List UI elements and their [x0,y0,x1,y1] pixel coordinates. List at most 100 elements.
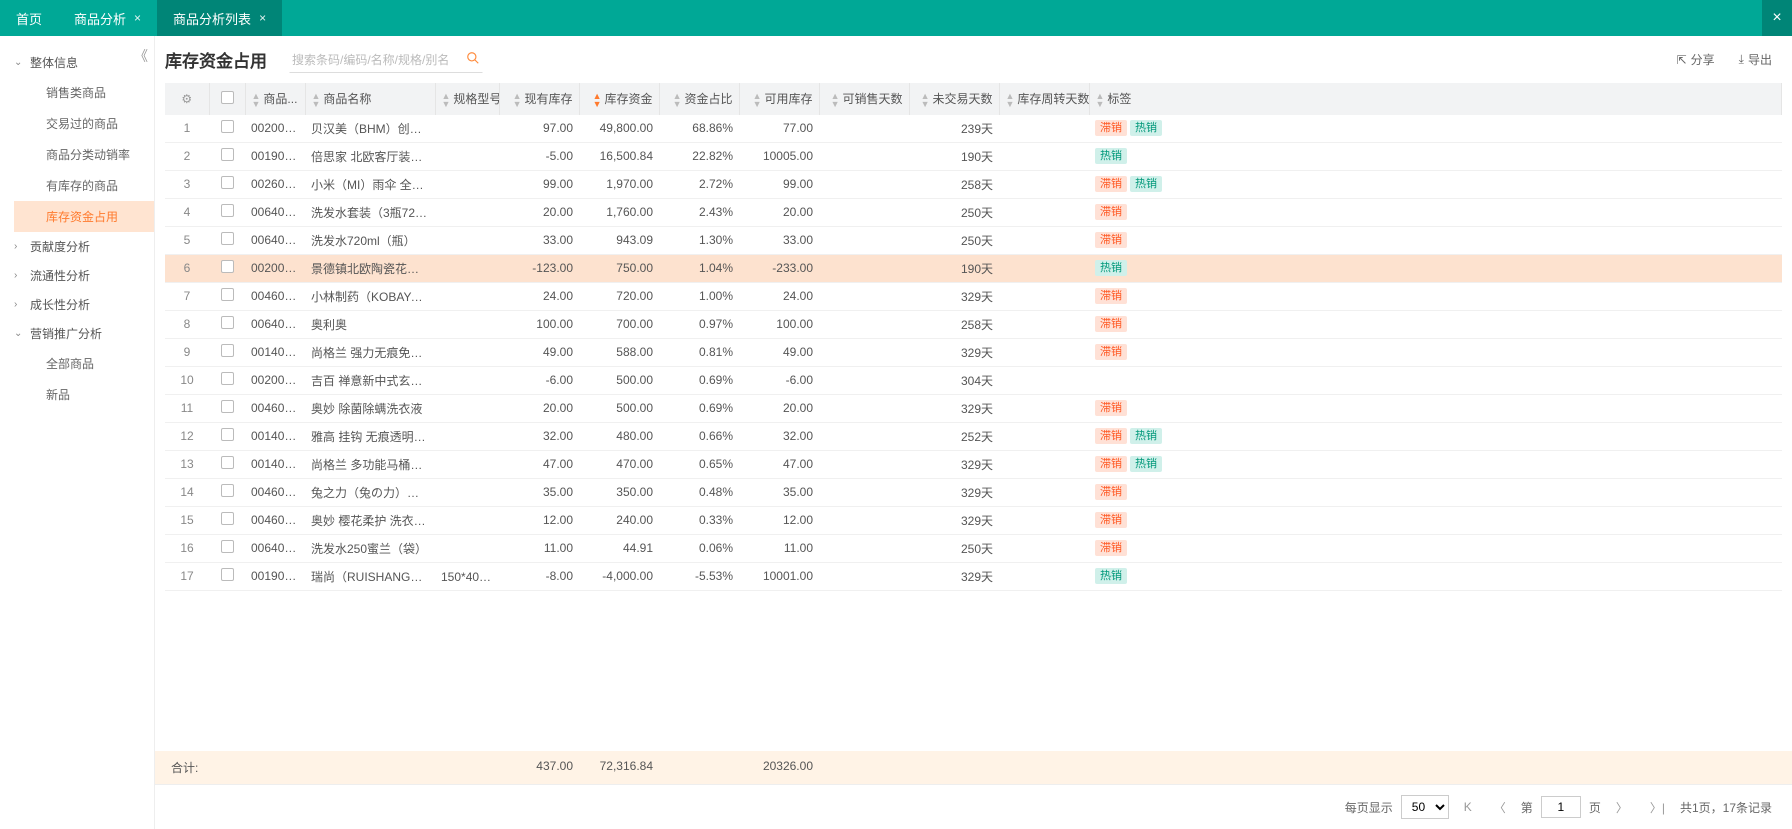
close-all-tabs-button[interactable]: × [1762,0,1792,36]
table-row[interactable]: 16006400...洗发水250蜜兰（袋）11.0044.910.06%11.… [165,534,1782,562]
nav-item-0-2[interactable]: 商品分类动销率 [14,139,154,170]
nav-item-0-3[interactable]: 有库存的商品 [14,170,154,201]
col-fund[interactable]: ▲▼库存资金 [579,83,659,115]
row-checkbox[interactable] [221,148,234,161]
cell-chk[interactable] [209,478,245,506]
nav-group-2[interactable]: ›流通性分析 [0,261,154,290]
cell-chk[interactable] [209,506,245,534]
col-idx: ⚙ [165,83,209,115]
col-notrade[interactable]: ▲▼未交易天数 [909,83,999,115]
tab-close-icon[interactable]: × [134,11,141,25]
col-tag[interactable]: ▲▼标签 [1089,83,1782,115]
row-checkbox[interactable] [221,428,234,441]
share-button[interactable]: ⇱ 分享 [1677,51,1715,68]
table-row[interactable]: 9001400...尚格兰 强力无痕免打孔浴室49.00588.000.81%4… [165,338,1782,366]
col-ratio[interactable]: ▲▼资金占比 [659,83,739,115]
nav-item-0-0[interactable]: 销售类商品 [14,77,154,108]
tab-close-icon[interactable]: × [259,11,266,25]
table-row[interactable]: 10002000...吉百 禅意新中式玄关摆件客-6.00500.000.69%… [165,366,1782,394]
cell-chk[interactable] [209,310,245,338]
cell-chk[interactable] [209,562,245,590]
cell-chk[interactable] [209,142,245,170]
table-row[interactable]: 17001900...瑞尚（RUISHANG）卧室150*40厘米-8.00-4… [165,562,1782,590]
page-input[interactable] [1541,796,1581,818]
gear-icon[interactable]: ⚙ [181,92,192,106]
cell-chk[interactable] [209,254,245,282]
table-row[interactable]: 15004600...奥妙 樱花柔护 洗衣凝珠 1012.00240.000.3… [165,506,1782,534]
row-checkbox[interactable] [221,316,234,329]
table-row[interactable]: 5006400...洗发水720ml（瓶）33.00943.091.30%33.… [165,226,1782,254]
nav-group-4[interactable]: ⌄营销推广分析 [0,319,154,348]
cell-chk[interactable] [209,422,245,450]
cell-chk[interactable] [209,394,245,422]
next-page-button[interactable]: 〉 [1609,796,1635,819]
table-row[interactable]: 7004600...小林制药（KOBAYASHI）E24.00720.001.0… [165,282,1782,310]
search-input[interactable] [292,53,462,67]
select-all-checkbox[interactable] [221,91,234,104]
col-spec[interactable]: ▲▼规格型号 [435,83,499,115]
table-row[interactable]: 2001900...倍思家 北欧客厅装饰画卧室-5.0016,500.8422.… [165,142,1782,170]
tab-0[interactable]: 首页 [0,0,58,36]
table-row[interactable]: 3002600...小米（MI）雨伞 全自动折99.001,970.002.72… [165,170,1782,198]
cell-code: 004600... [245,506,305,534]
col-stock[interactable]: ▲▼现有库存 [499,83,579,115]
table-row[interactable]: 6002000...景德镇北欧陶瓷花瓶摆件 仿-123.00750.001.04… [165,254,1782,282]
col-turn[interactable]: ▲▼库存周转天数 [999,83,1089,115]
table-row[interactable]: 1002000...贝汉美（BHM）创意北欧97.0049,800.0068.8… [165,115,1782,143]
col-saled[interactable]: ▲▼可销售天数 [819,83,909,115]
row-checkbox[interactable] [221,288,234,301]
cell-chk[interactable] [209,338,245,366]
per-page-select[interactable]: 50 [1401,795,1449,819]
nav-group-1[interactable]: ›贡献度分析 [0,232,154,261]
cell-chk[interactable] [209,450,245,478]
table-row[interactable]: 12001400...雅高 挂钩 无痕透明粘钩 强32.00480.000.66… [165,422,1782,450]
row-checkbox[interactable] [221,120,234,133]
tab-1[interactable]: 商品分析× [58,0,157,36]
table-row[interactable]: 14004600...兔之力（兔の力）粘毛器粘35.00350.000.48%3… [165,478,1782,506]
tag-slow: 滞销 [1095,484,1127,500]
row-checkbox[interactable] [221,232,234,245]
table-row[interactable]: 8006400...奥利奥100.00700.000.97%100.00258天… [165,310,1782,338]
cell-chk[interactable] [209,198,245,226]
cell-spec [435,506,499,534]
cell-chk[interactable] [209,226,245,254]
tab-2[interactable]: 商品分析列表× [157,0,282,36]
row-checkbox[interactable] [221,176,234,189]
row-checkbox[interactable] [221,260,234,273]
nav-group-0[interactable]: ⌄整体信息 [0,48,154,77]
nav-item-4-1[interactable]: 新品 [14,379,154,410]
row-checkbox[interactable] [221,568,234,581]
table-row[interactable]: 4006400...洗发水套装（3瓶720ml+120.001,760.002.… [165,198,1782,226]
row-checkbox[interactable] [221,344,234,357]
cell-spec [435,450,499,478]
cell-chk[interactable] [209,366,245,394]
collapse-sidebar-button[interactable]: 《 [134,46,150,62]
row-checkbox[interactable] [221,400,234,413]
row-checkbox[interactable] [221,372,234,385]
first-page-button[interactable]: K [1457,797,1479,817]
row-checkbox[interactable] [221,484,234,497]
cell-spec: 150*40厘米 [435,562,499,590]
cell-chk[interactable] [209,282,245,310]
cell-chk[interactable] [209,534,245,562]
cell-chk[interactable] [209,170,245,198]
col-name[interactable]: ▲▼商品名称 [305,83,435,115]
nav-item-4-0[interactable]: 全部商品 [14,348,154,379]
last-page-button[interactable]: 〉| [1643,796,1672,819]
nav-item-0-1[interactable]: 交易过的商品 [14,108,154,139]
col-code[interactable]: ▲▼商品... [245,83,305,115]
prev-page-button[interactable]: 〈 [1487,796,1513,819]
row-checkbox[interactable] [221,204,234,217]
table-row[interactable]: 11004600...奥妙 除菌除螨洗衣液20.00500.000.69%20.… [165,394,1782,422]
row-checkbox[interactable] [221,512,234,525]
export-button[interactable]: ⤓ 导出 [1739,51,1772,68]
cell-tag: 热销 [1089,562,1782,590]
search-icon[interactable] [466,51,480,68]
row-checkbox[interactable] [221,540,234,553]
table-row[interactable]: 13001400...尚格兰 多功能马桶刷套装 带47.00470.000.65… [165,450,1782,478]
col-avail[interactable]: ▲▼可用库存 [739,83,819,115]
row-checkbox[interactable] [221,456,234,469]
cell-chk[interactable] [209,115,245,143]
nav-group-3[interactable]: ›成长性分析 [0,290,154,319]
nav-item-0-4[interactable]: 库存资金占用 [14,201,154,232]
